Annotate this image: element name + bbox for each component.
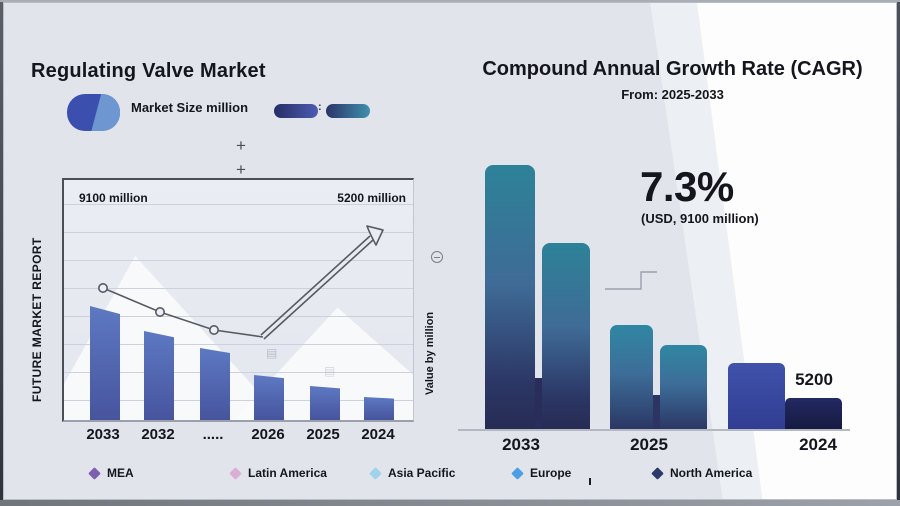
bar-2025-left	[610, 325, 653, 430]
x-label-2026: 2026	[251, 426, 285, 443]
legend-label: MEA	[107, 466, 134, 480]
value-axis-label: Value by million	[424, 311, 436, 395]
x-label-2024: 2024	[361, 426, 395, 443]
market-size-label: Market Size million	[131, 100, 249, 115]
gridline	[64, 232, 413, 233]
gridline	[64, 372, 413, 373]
x-label-2025: 2025	[306, 426, 340, 443]
x-label-2024: 2024	[799, 435, 837, 454]
diamond-marker	[88, 466, 101, 480]
legend-label: North America	[670, 466, 753, 480]
x-label-2033: 2033	[502, 435, 540, 454]
right-chart-title: Compound Annual Growth Rate (CAGR)	[482, 58, 863, 80]
gridline	[64, 400, 413, 401]
legend-item-north-america: North America	[651, 466, 753, 480]
x-label-2025: 2025	[630, 435, 668, 454]
right-chart-subtitle: From: 2025-2033	[621, 87, 724, 102]
right-chart-plot-area	[450, 160, 850, 431]
cagr-detail: (USD, 9100 million)	[641, 211, 759, 226]
plus-mark-1: +	[236, 136, 246, 155]
legend-item-latin-america: Latin America	[229, 466, 327, 480]
cagr-value: 7.3%	[640, 163, 734, 210]
bar-2032	[144, 331, 174, 420]
bar-2024	[364, 397, 394, 420]
legend-label: Latin America	[248, 466, 327, 480]
left-edge-strip	[0, 0, 3, 506]
bar-2025	[310, 386, 340, 420]
legend-label: Asia Pacific	[388, 466, 456, 480]
right-edge-strip	[897, 0, 900, 506]
bar-2024-left	[728, 363, 785, 430]
legend-item-mea: MEA	[88, 466, 134, 480]
x-label-2033: 2033	[86, 426, 120, 443]
bar-2024-right	[785, 398, 842, 430]
tick-artifact	[589, 478, 591, 485]
trend-line-arrow	[97, 225, 384, 340]
minus-circle-icon	[431, 251, 443, 263]
bar-2033-left	[485, 165, 535, 430]
pill-separator: :	[318, 101, 322, 113]
diamond-marker	[651, 466, 664, 480]
left-chart-plot-area: 9100 million 5200 million ▤ ▤	[62, 178, 414, 422]
market-size-icon	[67, 94, 120, 131]
legend-item-asia-pacific: Asia Pacific	[369, 466, 456, 480]
bar-2033	[90, 306, 120, 420]
bar-2026	[254, 375, 284, 420]
plus-mark-2: +	[236, 160, 246, 179]
document-icon: ▤	[266, 346, 278, 360]
x-axis-line	[458, 429, 850, 431]
bar-2033-base-join	[535, 378, 542, 430]
value-5200-million: 5200 million	[337, 191, 406, 205]
bar-dots	[200, 348, 230, 420]
legend-item-europe: Europe	[511, 466, 572, 480]
bar-2025-base-join	[653, 395, 660, 430]
bar-2025-right	[660, 345, 707, 430]
data-label-5200: 5200	[795, 370, 833, 389]
legend-pill-dark	[274, 104, 318, 118]
legend-label: Europe	[530, 466, 572, 480]
left-chart-title: Regulating Valve Market	[31, 60, 266, 82]
gridline	[64, 260, 413, 261]
legend-pill-teal	[326, 104, 370, 118]
gridline	[64, 344, 413, 345]
document-icon: ▤	[324, 364, 336, 378]
bar-2033-right	[542, 243, 590, 430]
gridline	[64, 288, 413, 289]
bottom-edge-strip	[0, 500, 900, 506]
diamond-marker	[369, 466, 382, 480]
diamond-marker	[229, 466, 242, 480]
value-9100-million: 9100 million	[79, 191, 148, 205]
gridline	[64, 204, 413, 205]
left-chart-side-label: FUTURE MARKET REPORT	[30, 237, 44, 403]
step-bracket-decoration	[605, 271, 657, 290]
diamond-marker	[511, 466, 524, 480]
x-label-2032: 2032	[141, 426, 175, 443]
top-edge-strip	[0, 0, 900, 2]
gridline	[64, 316, 413, 317]
x-label-dots: .....	[202, 426, 224, 443]
